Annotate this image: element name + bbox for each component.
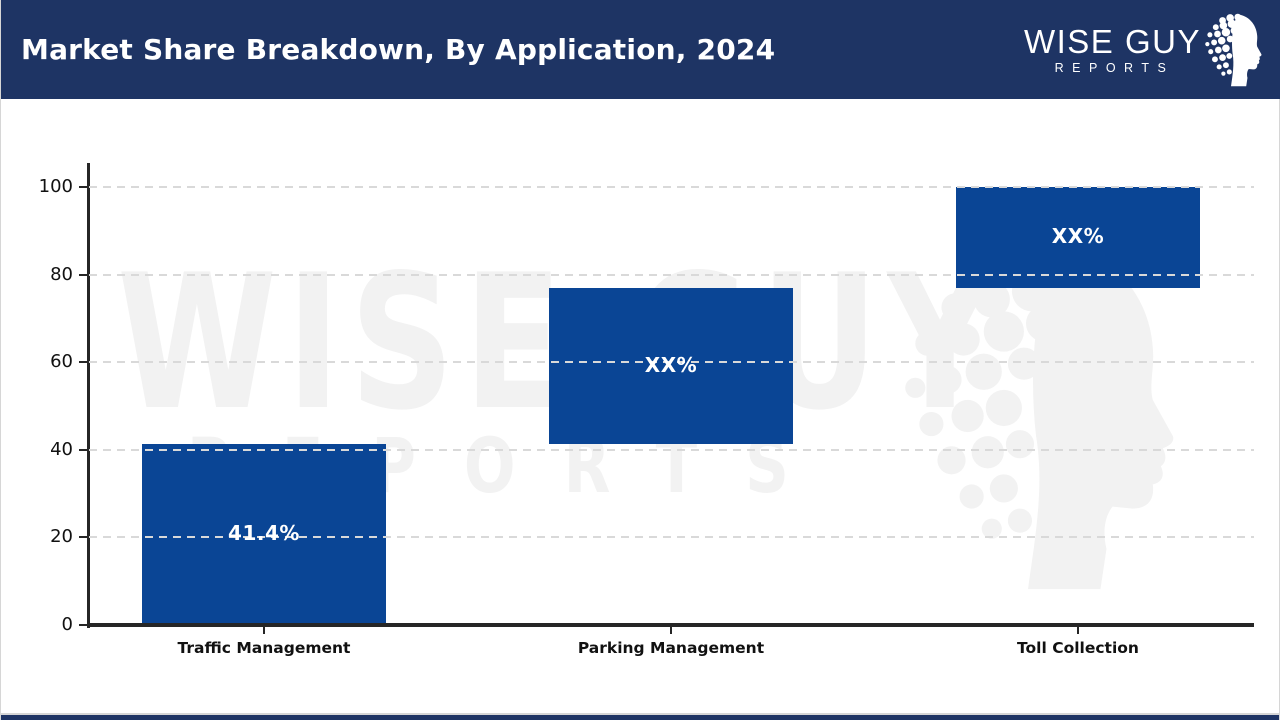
bar-value-label: XX%: [644, 352, 698, 377]
brand-logo: WISE GUY REPORTS: [1024, 8, 1267, 92]
y-axis-line: [87, 163, 90, 628]
y-tick-mark: [79, 624, 88, 626]
y-tick-label: 20: [50, 526, 73, 548]
watermark-face-icon: [905, 242, 1174, 590]
y-tick-label: 40: [50, 438, 73, 460]
logo-subtext: REPORTS: [1054, 60, 1175, 75]
bar-value-label: 41.4%: [228, 521, 300, 546]
y-gridline: [89, 448, 1254, 451]
x-tick-mark: [670, 627, 672, 634]
bar-segment: [549, 287, 793, 444]
bar-value-label: XX%: [1051, 224, 1105, 249]
logo-wordmark: WISE GUY: [1023, 23, 1201, 61]
y-tick-mark: [79, 361, 88, 364]
footer-bar: [1, 715, 1279, 720]
header-bar: Market Share Breakdown, By Application, …: [1, 0, 1280, 99]
x-category-label: Toll Collection: [1017, 639, 1139, 657]
page-title: Market Share Breakdown, By Application, …: [21, 33, 776, 66]
wiseguy-face-icon: [1205, 13, 1262, 87]
bar-segment: [956, 187, 1200, 288]
y-tick-label: 80: [50, 263, 73, 285]
page-bottom-border: [1, 713, 1279, 715]
x-category-label: Parking Management: [577, 639, 765, 657]
y-gridline: [89, 536, 1254, 539]
y-gridline: [89, 273, 1254, 276]
y-tick-label: 60: [50, 351, 73, 373]
bar-segment: [142, 443, 386, 625]
y-tick-label: 100: [38, 176, 73, 197]
y-tick-label: 0: [61, 614, 73, 635]
x-axis-line: [87, 623, 1254, 627]
x-tick-mark: [1077, 627, 1079, 634]
y-tick-mark: [79, 273, 88, 276]
y-gridline: [89, 186, 1254, 188]
x-tick-mark: [263, 627, 265, 634]
x-category-label: Traffic Management: [177, 639, 351, 657]
logo-text: WISE GUY REPORTS: [1024, 25, 1201, 75]
y-tick-mark: [79, 186, 88, 188]
y-tick-mark: [79, 536, 88, 539]
y-gridline: [89, 361, 1254, 364]
y-tick-mark: [79, 448, 88, 451]
